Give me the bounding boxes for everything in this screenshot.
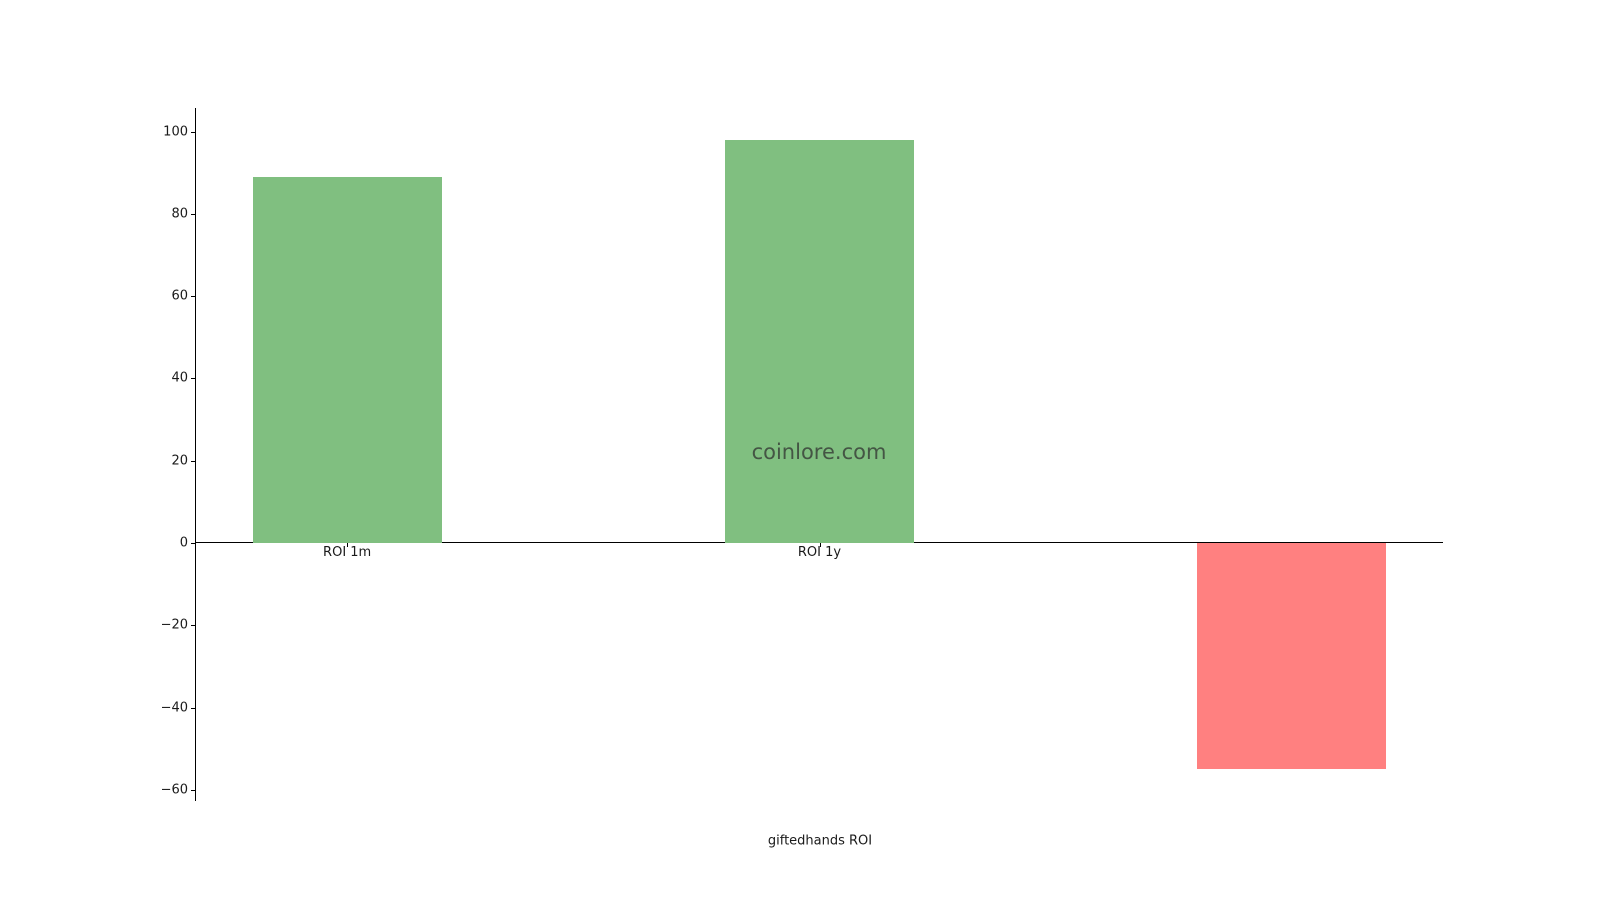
y-tick-mark [191,131,195,133]
y-tick-mark [191,378,195,380]
y-tick-label: 0 [179,535,188,551]
bar-roi-1y [725,139,914,543]
y-tick-label: −20 [160,617,188,633]
watermark-text: coinlore.com [751,440,887,464]
y-tick-label: 40 [171,370,188,386]
y-tick-mark [191,543,195,544]
bar-unlabeled [1197,543,1387,770]
y-tick-mark [191,213,195,215]
y-tick-label: −60 [160,782,188,798]
bar-roi-1m [252,176,442,543]
y-tick-label: −40 [160,700,188,716]
y-tick-label: 80 [171,206,188,222]
x-tick-mark [819,543,821,547]
y-tick-mark [191,789,195,791]
y-tick-label: 60 [171,288,188,304]
x-tick-label: ROI 1m [323,545,372,560]
y-tick-mark [191,296,195,298]
x-tick-mark [347,543,349,547]
y-tick-label: 20 [171,453,188,469]
y-tick-mark [191,460,195,462]
y-tick-mark [191,707,195,709]
x-tick-label: ROI 1y [797,545,842,560]
y-tick-mark [191,625,195,627]
y-axis-spine [195,108,196,801]
x-axis-title: giftedhands ROI [767,833,873,849]
y-tick-label: 100 [163,124,188,139]
